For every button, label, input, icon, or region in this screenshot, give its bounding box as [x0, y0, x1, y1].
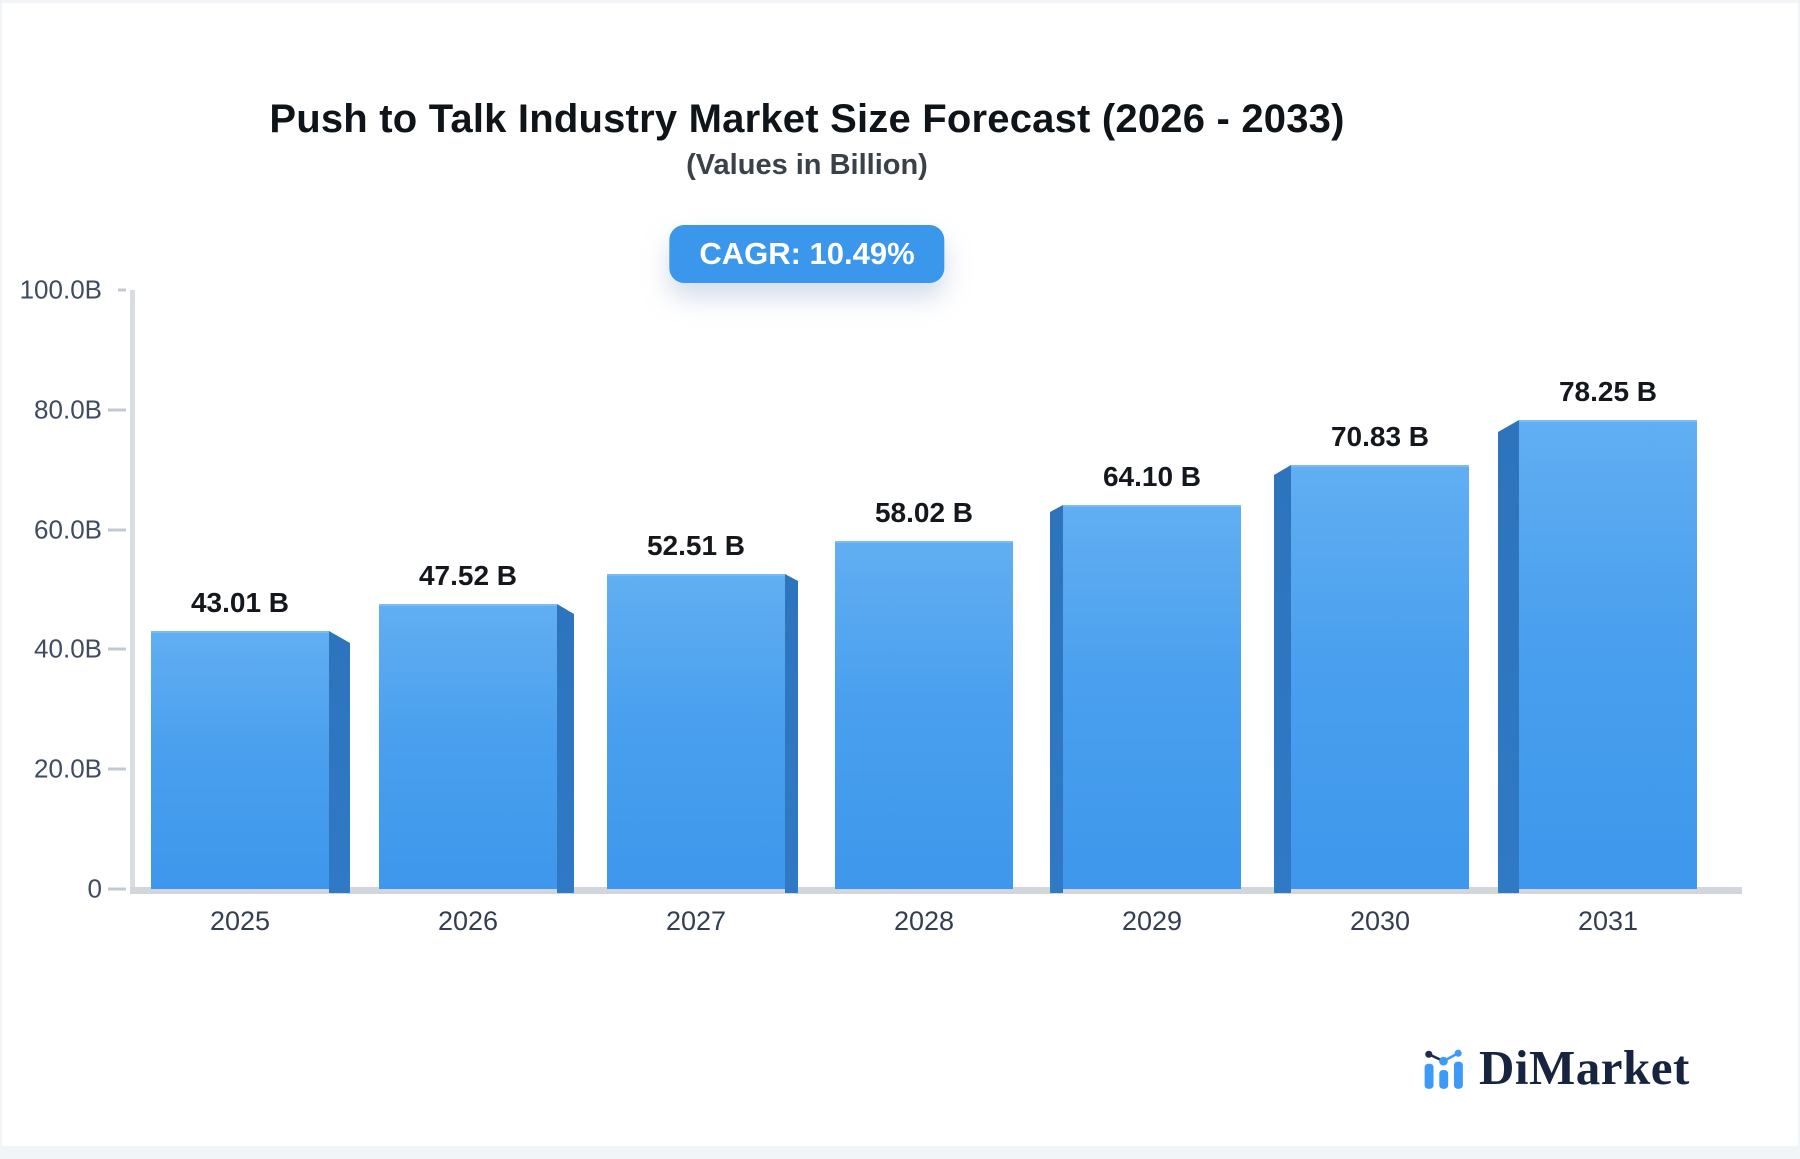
x-axis-category-label: 2030 [1349, 906, 1411, 936]
y-axis-tick-mark [108, 767, 126, 771]
bar-side-face [329, 631, 350, 893]
bar-value-label: 47.52 B [418, 560, 518, 591]
y-axis-tick-mark [118, 288, 126, 292]
bar-chart-plot: 100.0B 80.0B 60.0B 40.0B 20.0B 0 43.01 B 2025 47… [2, 3, 1800, 1159]
y-axis-tick-label: 60.0B [34, 514, 102, 545]
y-axis-tick-label: 0 [87, 873, 102, 904]
x-axis-category-label: 2029 [1121, 906, 1183, 936]
chart-title: Push to Talk Industry Market Size Foreca… [269, 97, 1345, 141]
x-axis-category-label: 2026 [437, 906, 499, 936]
y-axis-tick-label: 100.0B [19, 274, 102, 305]
bar-side-face [557, 604, 574, 893]
y-axis-tick-mark [108, 408, 126, 412]
bar-2028[interactable] [835, 541, 1013, 889]
chart-card: Push to Talk Industry Market Size Foreca… [2, 3, 1798, 1146]
x-axis-baseline [130, 887, 1742, 894]
x-axis-category-label: 2028 [893, 906, 955, 936]
bar-side-face [1498, 420, 1519, 893]
bar-2030[interactable] [1291, 465, 1469, 889]
bar-2027[interactable] [607, 574, 785, 889]
bar-2025[interactable] [151, 631, 329, 889]
chart-subtitle: (Values in Billion) [686, 149, 928, 181]
y-axis-tick-label: 40.0B [34, 633, 102, 664]
bar-value-label: 52.51 B [646, 530, 746, 561]
bar-side-face [785, 574, 798, 893]
x-axis-category-label: 2027 [665, 906, 727, 936]
y-axis-tick-mark [108, 528, 126, 532]
x-axis-category-label: 2025 [209, 906, 271, 936]
bar-value-label: 78.25 B [1558, 376, 1658, 407]
brand-logo-text: DiMarket [1479, 1040, 1690, 1095]
bar-value-label: 43.01 B [190, 587, 290, 618]
bar-side-face [1274, 465, 1291, 893]
y-axis-tick-label: 80.0B [34, 394, 102, 425]
brand-logo: DiMarket [1422, 1040, 1690, 1096]
y-axis-tick-label: 20.0B [34, 753, 102, 784]
bar-2026[interactable] [379, 604, 557, 889]
y-axis-line [130, 290, 135, 892]
bar-value-label: 64.10 B [1102, 461, 1202, 492]
bar-side-face [1050, 505, 1063, 893]
cagr-badge: CAGR: 10.49% [669, 225, 945, 283]
y-axis-tick-mark [108, 887, 126, 891]
y-axis-tick-mark [108, 647, 126, 651]
bar-value-label: 70.83 B [1330, 421, 1430, 452]
bar-value-label: 58.02 B [874, 497, 974, 528]
x-axis-category-label: 2031 [1577, 906, 1639, 936]
bar-chart-logo-icon [1424, 1049, 1463, 1089]
bar-2029[interactable] [1063, 505, 1241, 889]
bar-2031[interactable] [1519, 420, 1697, 889]
